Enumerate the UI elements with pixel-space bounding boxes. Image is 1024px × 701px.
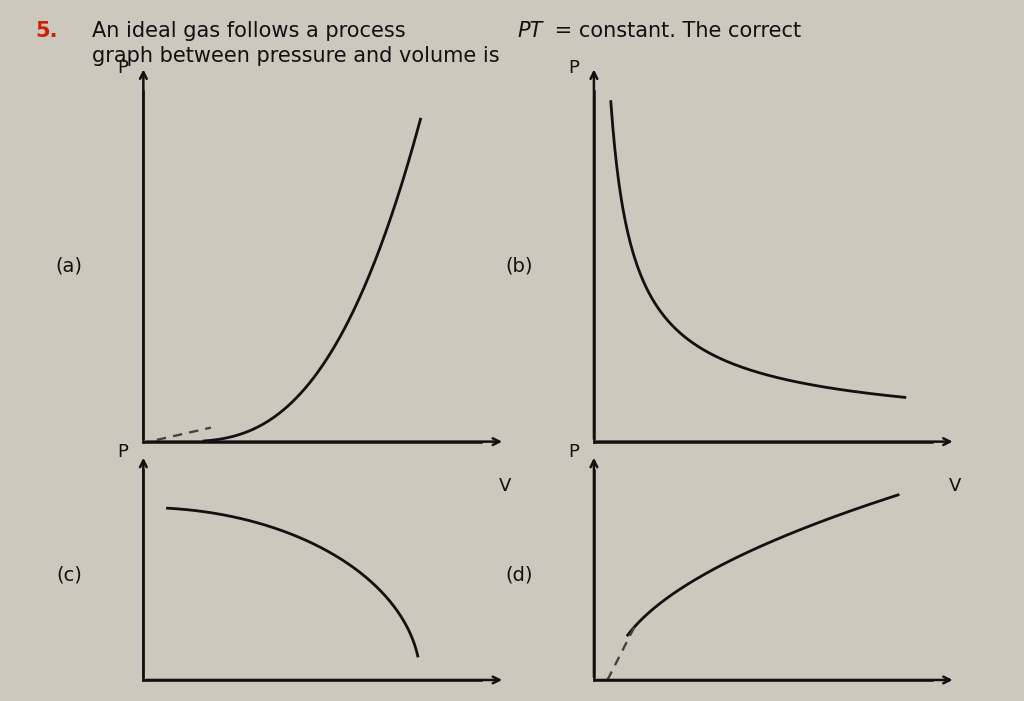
Text: (c): (c) (56, 565, 82, 585)
Text: 5.: 5. (36, 21, 58, 41)
Text: PT: PT (517, 21, 543, 41)
Text: P: P (568, 443, 580, 461)
Text: (a): (a) (55, 257, 83, 276)
Text: P: P (568, 59, 580, 77)
Text: V: V (949, 477, 962, 495)
Text: An ideal gas follows a process: An ideal gas follows a process (92, 21, 413, 41)
Text: V: V (499, 477, 511, 495)
Text: P: P (118, 443, 129, 461)
Text: P: P (118, 59, 129, 77)
Text: (b): (b) (506, 257, 534, 276)
Text: = constant. The correct: = constant. The correct (548, 21, 801, 41)
Text: graph between pressure and volume is: graph between pressure and volume is (92, 46, 500, 66)
Text: (d): (d) (506, 565, 534, 585)
